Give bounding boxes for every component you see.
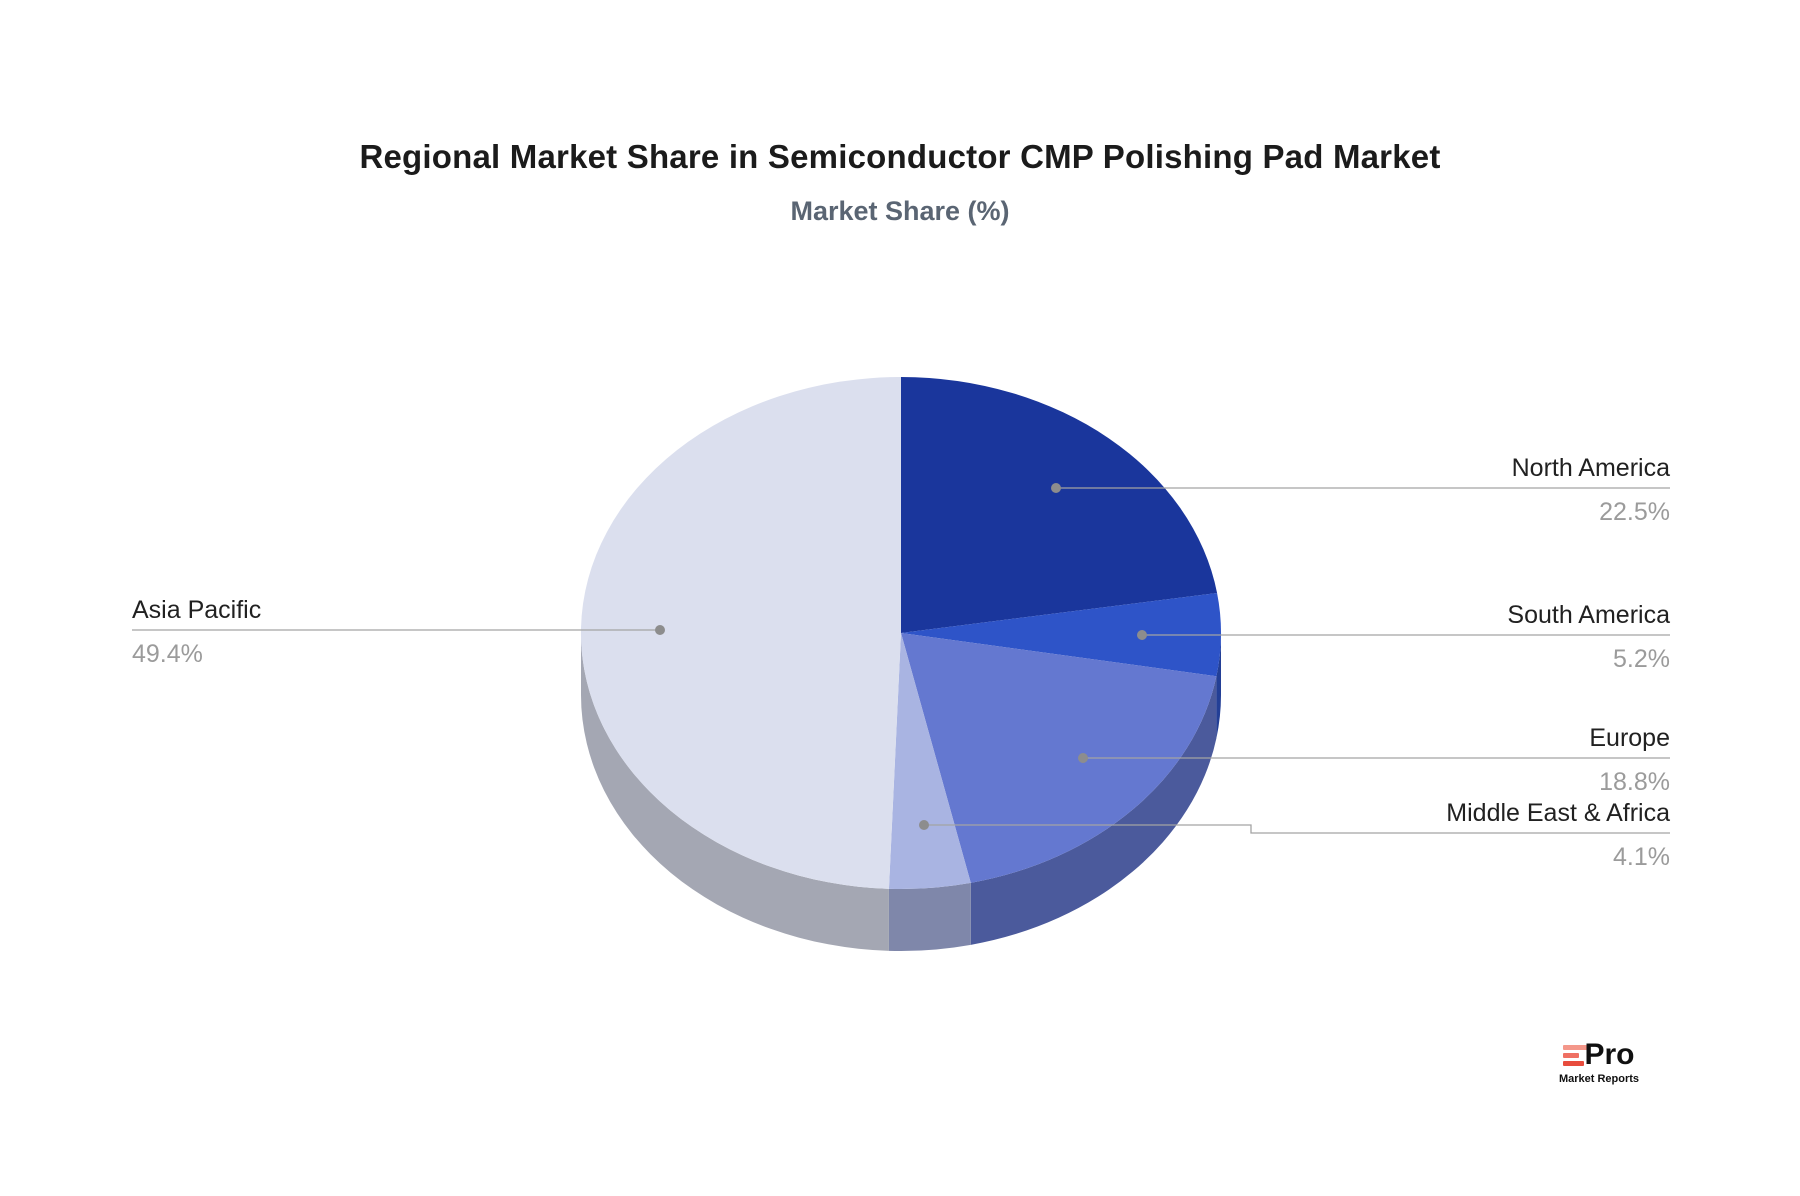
leader-dot-middle-east-africa bbox=[919, 820, 929, 830]
pro-market-reports-logo: Pro Market Reports bbox=[1556, 1038, 1642, 1085]
slice-label-name: Europe bbox=[1589, 724, 1670, 752]
slice-label-middle-east-africa: Middle East & Africa 4.1% bbox=[1446, 798, 1670, 872]
leader-dot-north-america bbox=[1051, 483, 1061, 493]
chart-subtitle: Market Share (%) bbox=[790, 196, 1010, 226]
pie-slice-asia-pacific bbox=[580, 377, 901, 889]
pie-slice-europe bbox=[901, 633, 1217, 883]
slice-label-name: North America bbox=[1511, 454, 1670, 482]
slice-label-name: Asia Pacific bbox=[132, 596, 262, 624]
slice-label-name: Middle East & Africa bbox=[1446, 799, 1670, 827]
slice-label-europe: Europe 18.8% bbox=[1589, 723, 1670, 797]
leader-line-middle-east-africa bbox=[924, 824, 1670, 834]
slice-label-name: South America bbox=[1507, 601, 1670, 629]
slice-label-value: 18.8% bbox=[1599, 768, 1670, 796]
slice-label-value: 5.2% bbox=[1613, 645, 1670, 673]
logo-top: Pro bbox=[1556, 1038, 1642, 1072]
pie-slice-side-middle-east-africa bbox=[888, 882, 971, 952]
logo-stripes-icon bbox=[1563, 1044, 1588, 1066]
pie-slice-side-asia-pacific bbox=[581, 633, 889, 951]
pie-slices-layer bbox=[580, 377, 1222, 952]
slice-label-north-america: North America 22.5% bbox=[1512, 453, 1670, 527]
pie-slice-south-america bbox=[901, 592, 1222, 677]
logo-name: Pro bbox=[1584, 1038, 1635, 1071]
leader-dots-layer bbox=[655, 483, 1147, 830]
leader-lines-layer bbox=[132, 487, 1670, 834]
slice-label-value: 4.1% bbox=[1613, 843, 1670, 871]
slice-label-south-america: South America 5.2% bbox=[1507, 600, 1670, 674]
leader-dot-asia-pacific bbox=[655, 625, 665, 635]
pie-slice-side-south-america bbox=[1216, 633, 1221, 739]
slice-label-value: 22.5% bbox=[1599, 498, 1670, 526]
pie-slice-north-america bbox=[901, 377, 1218, 633]
pie-slice-side-europe bbox=[970, 676, 1217, 945]
slice-label-value: 49.4% bbox=[132, 640, 203, 668]
leader-dot-europe bbox=[1078, 753, 1088, 763]
logo-tagline: Market Reports bbox=[1558, 1073, 1640, 1085]
slice-label-asia-pacific: Asia Pacific 49.4% bbox=[132, 595, 261, 669]
leader-dot-south-america bbox=[1137, 630, 1147, 640]
chart-title: Regional Market Share in Semiconductor C… bbox=[359, 138, 1441, 175]
